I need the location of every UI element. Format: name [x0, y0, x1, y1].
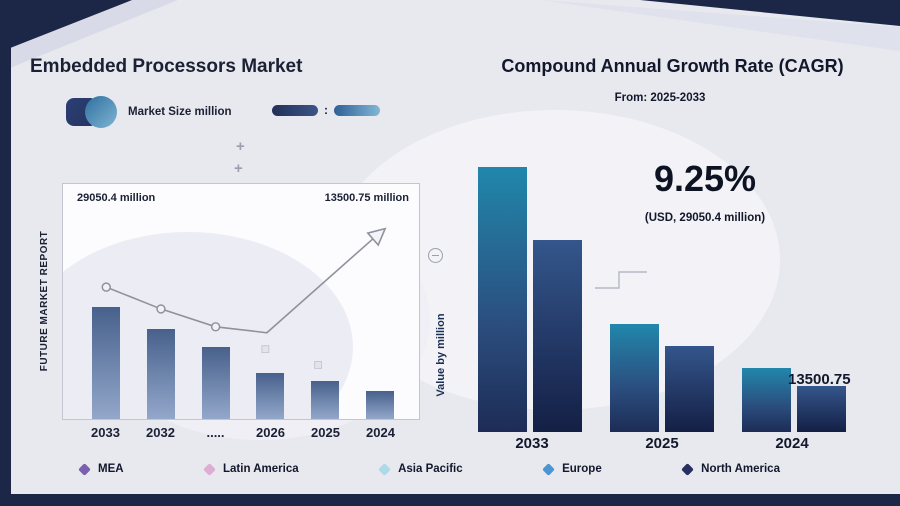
bottom-border-bar [0, 494, 900, 506]
diamond-icon [681, 462, 695, 476]
trend-line-arrow [101, 227, 387, 369]
circle-dash-icon [428, 248, 443, 263]
step-line-decoration [595, 271, 647, 289]
cagr-bar-group [610, 324, 714, 432]
diamond-icon [542, 462, 555, 476]
market-size-bar [256, 373, 285, 419]
gradient-pill-icon [334, 104, 380, 116]
region-legend-label: North America [701, 463, 780, 475]
cagr-bar [478, 167, 527, 432]
cagr-bar-group [742, 368, 846, 432]
market-size-x-label: 2033 [91, 425, 120, 440]
region-legend-item: MEA [78, 462, 124, 476]
plus-mark-icon: + [236, 138, 245, 155]
legend-pill-group: : [272, 103, 380, 117]
cagr-2024-value: 13500.75 [788, 371, 851, 388]
region-legend-label: MEA [98, 463, 124, 475]
cagr-bar [610, 324, 659, 432]
value-label-2024: 13500.75 million [324, 192, 409, 204]
region-legend-item: North America [681, 462, 780, 476]
region-legend-label: Latin America [223, 463, 299, 475]
top-left-corner-triangle [0, 0, 132, 52]
market-size-x-label: 2026 [256, 425, 285, 440]
plus-mark-icon: + [234, 160, 243, 177]
market-size-bar [201, 347, 230, 419]
cagr-percentage: 9.25% [653, 158, 757, 199]
market-size-x-axis: 2033 2032..... 2026 2025 2024 [78, 425, 408, 440]
market-size-x-label: 2032 [146, 425, 175, 440]
cagr-subtitle: From: 2025-2033 [614, 92, 706, 104]
cagr-bar-group [478, 167, 582, 432]
region-legend-label: Europe [562, 463, 602, 475]
market-size-bar [146, 329, 175, 419]
cagr-bar [665, 346, 714, 432]
cagr-x-axis: 2033 2025 2024 [478, 435, 846, 452]
cagr-bar [742, 368, 791, 432]
market-size-bar [92, 307, 121, 419]
left-border-bar [0, 0, 11, 506]
dark-pill-icon [272, 104, 318, 116]
diamond-icon [78, 462, 91, 476]
cagr-bars [478, 167, 846, 432]
diamond-icon [378, 462, 391, 476]
future-market-report-label: FUTURE MARKET REPORT [39, 230, 50, 372]
cagr-bar [797, 386, 846, 432]
market-size-x-label: 2024 [366, 425, 395, 440]
market-size-bars [79, 184, 407, 419]
cagr-title: Compound Annual Growth Rate (CAGR) [501, 56, 844, 76]
pill-colon: : [324, 103, 328, 117]
cagr-bar [533, 240, 582, 432]
cagr-x-label: 2033 [515, 435, 549, 452]
cagr-x-label: 2025 [645, 435, 679, 452]
market-size-bar [365, 391, 394, 419]
region-legend-item: Asia Pacific [378, 462, 463, 476]
market-size-chart-panel: 29050.4 million 13500.75 million [62, 183, 420, 420]
market-size-x-label: 2025 [311, 425, 340, 440]
market-size-legend-label: Market Size million [128, 106, 232, 118]
value-by-million-label: Value by million [435, 313, 447, 397]
region-legend-item: Latin America [203, 462, 299, 476]
region-legend-item: Europe [542, 462, 602, 476]
page-title: Embedded Processors Market [30, 56, 303, 77]
value-label-2033: 29050.4 million [77, 192, 156, 204]
market-size-legend: Market Size million [66, 96, 232, 128]
diamond-icon [203, 462, 216, 476]
region-legend: MEA Latin America Asia Pacific Europe North … [78, 462, 780, 476]
region-legend-label: Asia Pacific [398, 463, 463, 475]
cagr-x-label: 2024 [775, 435, 809, 452]
market-size-x-label: ..... [206, 425, 225, 440]
cagr-usd-note: (USD, 29050.4 million) [644, 212, 766, 224]
market-size-bar [310, 381, 339, 419]
market-size-cube-icon [66, 96, 118, 128]
